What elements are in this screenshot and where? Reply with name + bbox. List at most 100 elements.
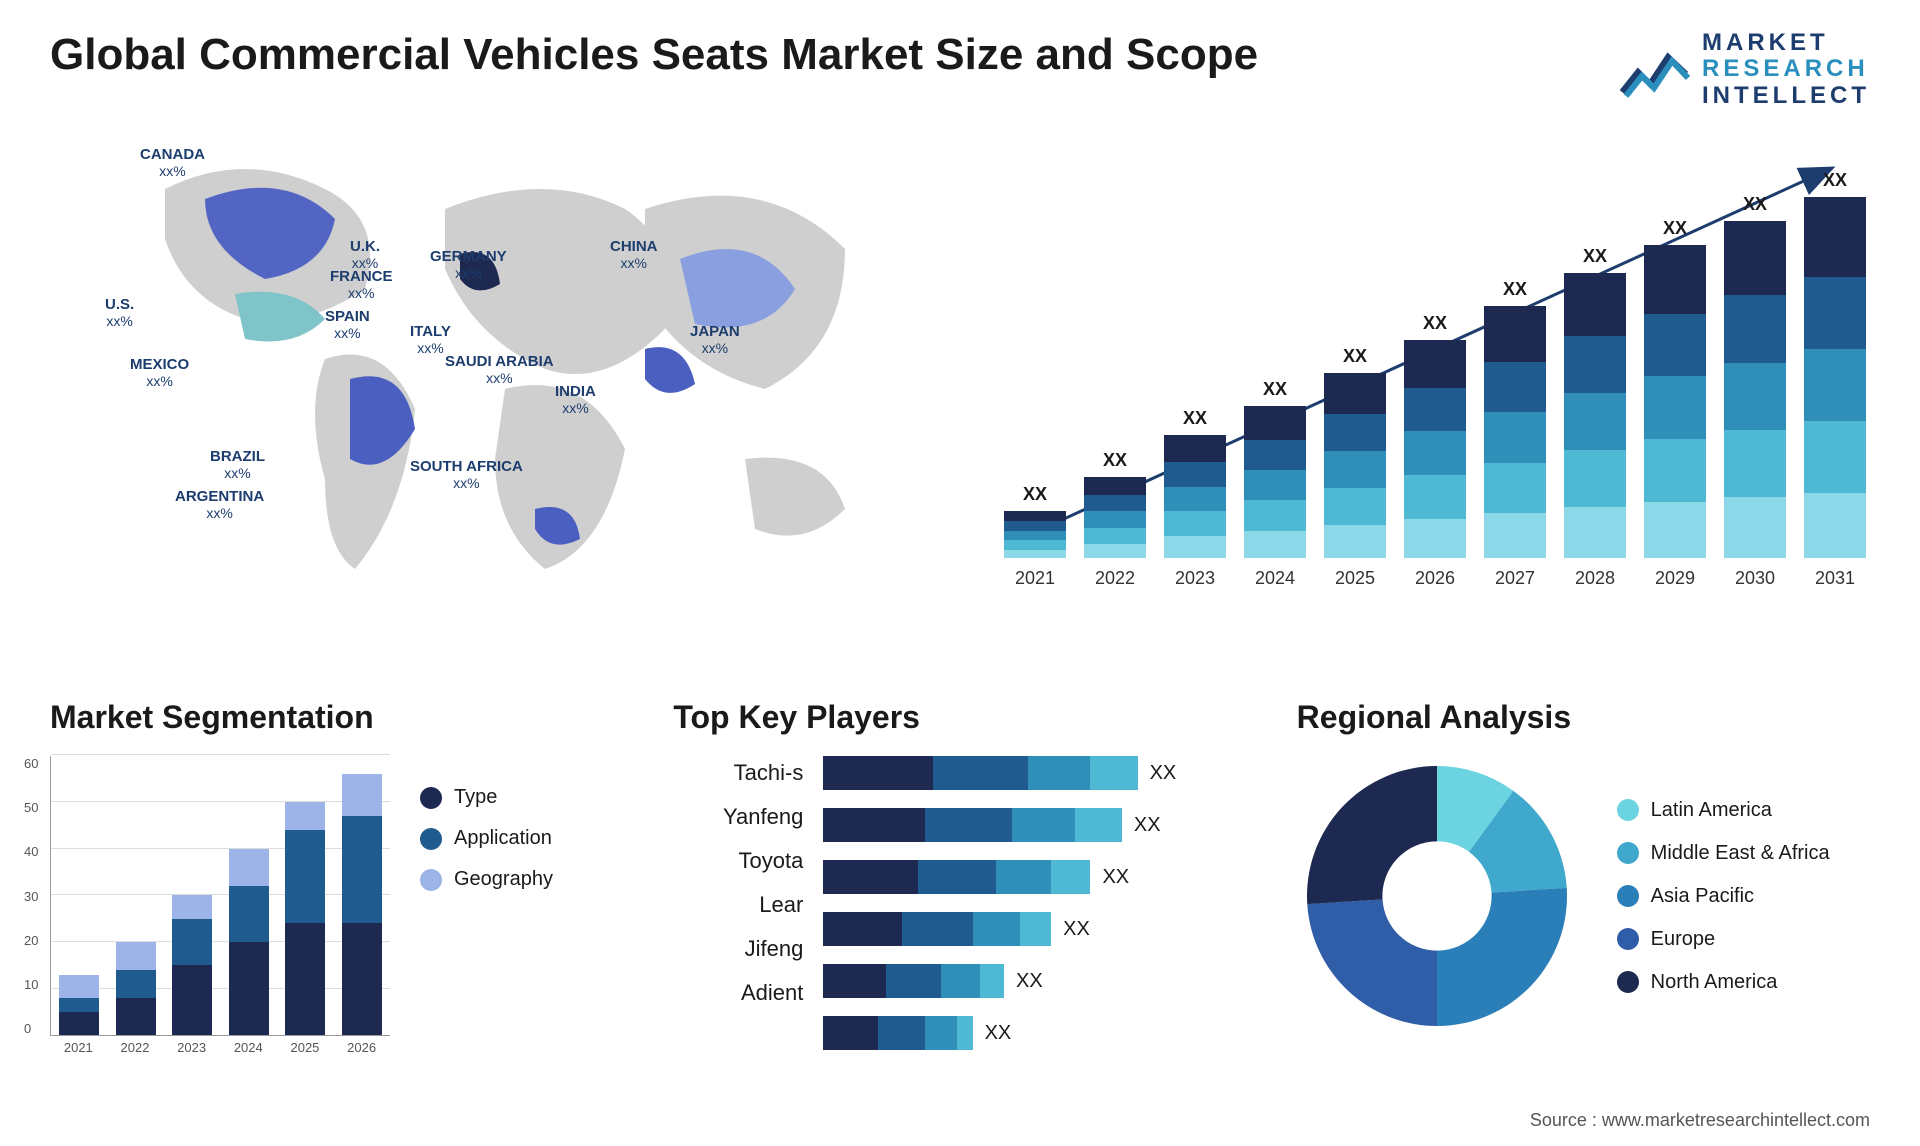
- player-name-label: Lear: [673, 892, 803, 918]
- bar-segment: [1324, 373, 1386, 414]
- segmentation-bar-segment: [229, 849, 269, 886]
- bar-segment: [1324, 414, 1386, 451]
- bar-segment: [1484, 362, 1546, 412]
- segmentation-legend: TypeApplicationGeography: [420, 786, 553, 1066]
- legend-item: Latin America: [1617, 799, 1830, 822]
- segmentation-bar-segment: [116, 942, 156, 970]
- bar-segment: [1724, 295, 1786, 362]
- regional-panel: Regional Analysis Latin AmericaMiddle Ea…: [1297, 699, 1870, 1066]
- bar-column: XX2030: [1720, 194, 1790, 589]
- bar-stack: [1084, 477, 1146, 558]
- segmentation-title: Market Segmentation: [50, 699, 623, 736]
- bar-segment: [1084, 528, 1146, 544]
- legend-dot-icon: [420, 787, 442, 809]
- segmentation-bar-segment: [342, 774, 382, 816]
- bar-value-label: XX: [1423, 313, 1447, 334]
- bar-segment: [1324, 525, 1386, 558]
- segmentation-bar: [59, 975, 99, 1036]
- key-players-title: Top Key Players: [673, 699, 1246, 736]
- bar-value-label: XX: [1503, 279, 1527, 300]
- key-players-chart: Tachi-sYanfengToyotaLearJifengAdient XXX…: [673, 756, 1246, 1050]
- segmentation-bar-segment: [285, 802, 325, 830]
- donut-slice: [1307, 766, 1437, 904]
- bar-segment: [1004, 540, 1066, 550]
- bar-year-label: 2024: [1255, 568, 1295, 589]
- bar-value-label: XX: [1743, 194, 1767, 215]
- bar-year-label: 2026: [1415, 568, 1455, 589]
- bar-stack: [1324, 373, 1386, 558]
- player-bar-stack: [823, 756, 1137, 790]
- player-bar-stack: [823, 1016, 972, 1050]
- segmentation-bar-segment: [172, 965, 212, 1035]
- bar-segment: [1644, 376, 1706, 439]
- map-label: U.S.xx%: [105, 297, 134, 330]
- segmentation-x-label: 2026: [347, 1040, 376, 1055]
- bar-year-label: 2031: [1815, 568, 1855, 589]
- player-bar-row: XX: [823, 1016, 1246, 1050]
- segmentation-y-label: 60: [24, 756, 38, 771]
- bar-value-label: XX: [1263, 379, 1287, 400]
- legend-item: Asia Pacific: [1617, 885, 1830, 908]
- bar-year-label: 2023: [1175, 568, 1215, 589]
- page-header: Global Commercial Vehicles Seats Market …: [50, 30, 1870, 109]
- bar-segment: [1244, 470, 1306, 500]
- bar-value-label: XX: [1183, 408, 1207, 429]
- segmentation-bar: [116, 942, 156, 1035]
- bar-segment: [1484, 306, 1546, 361]
- bar-column: XX2029: [1640, 218, 1710, 589]
- regional-title: Regional Analysis: [1297, 699, 1870, 736]
- bar-segment: [1644, 314, 1706, 377]
- segmentation-bar-segment: [342, 816, 382, 923]
- map-label: BRAZILxx%: [210, 449, 265, 482]
- player-bar-row: XX: [823, 912, 1246, 946]
- bar-segment: [1644, 502, 1706, 558]
- bar-year-label: 2022: [1095, 568, 1135, 589]
- bar-segment: [1404, 519, 1466, 558]
- bar-segment: [1164, 487, 1226, 512]
- bar-segment: [1084, 544, 1146, 559]
- bar-value-label: XX: [1023, 484, 1047, 505]
- bar-segment: [1244, 440, 1306, 470]
- bar-value-label: XX: [1823, 170, 1847, 191]
- donut-slice: [1307, 900, 1437, 1027]
- player-name-label: Yanfeng: [673, 804, 803, 830]
- player-bar-segment: [941, 964, 980, 998]
- player-value-label: XX: [1150, 762, 1177, 785]
- bar-segment: [1324, 451, 1386, 488]
- bar-segment: [1084, 511, 1146, 527]
- legend-label: Europe: [1651, 928, 1716, 951]
- bar-column: XX2022: [1080, 450, 1150, 589]
- player-bar-row: XX: [823, 860, 1246, 894]
- player-bar-row: XX: [823, 756, 1246, 790]
- main-bar-chart: XX2021XX2022XX2023XX2024XX2025XX2026XX20…: [1000, 129, 1870, 649]
- bar-column: XX2021: [1000, 484, 1070, 589]
- bar-column: XX 2024: [1240, 379, 1310, 589]
- bar-segment: [1724, 221, 1786, 295]
- map-label: MEXICOxx%: [130, 357, 189, 390]
- segmentation-y-label: 40: [24, 844, 38, 859]
- bar-segment: [1804, 197, 1866, 276]
- bar-segment: [1644, 245, 1706, 314]
- logo-line2: RESEARCH: [1702, 56, 1870, 82]
- bar-segment: [1004, 511, 1066, 521]
- bar-segment: [1084, 477, 1146, 495]
- player-bar-segment: [918, 860, 997, 894]
- player-bar-segment: [1075, 808, 1122, 842]
- player-bar-stack: [823, 912, 1051, 946]
- bar-segment: [1644, 439, 1706, 502]
- bar-segment: [1244, 500, 1306, 530]
- player-bar-segment: [1012, 808, 1075, 842]
- source-attribution: Source : www.marketresearchintellect.com: [1530, 1110, 1870, 1131]
- segmentation-y-label: 20: [24, 933, 38, 948]
- map-label: SAUDI ARABIAxx%: [445, 354, 554, 387]
- player-bar-stack: [823, 860, 1090, 894]
- map-label: FRANCExx%: [330, 269, 393, 302]
- map-label: SOUTH AFRICAxx%: [410, 459, 523, 492]
- bar-segment: [1564, 450, 1626, 507]
- segmentation-bar-segment: [285, 830, 325, 923]
- segmentation-bar-segment: [116, 998, 156, 1035]
- player-bar-segment: [878, 1016, 925, 1050]
- player-bar-segment: [996, 860, 1051, 894]
- bar-column: XX2027: [1480, 279, 1550, 589]
- legend-label: Asia Pacific: [1651, 885, 1754, 908]
